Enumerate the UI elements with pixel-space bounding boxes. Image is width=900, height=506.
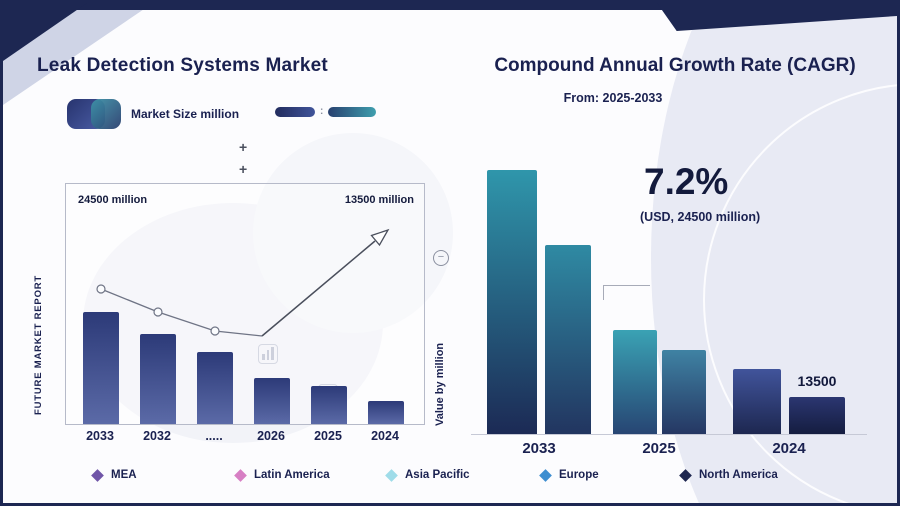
pill-navy [275,106,315,117]
legend-label: Latin America [254,469,330,481]
legend-label: Europe [559,469,599,481]
value-2024-label: 13500 million [344,194,414,206]
left-axis-label: FUTURE MARKET REPORT [33,274,44,415]
legend-diamond-icon [539,468,552,482]
decor-top-strip [3,3,663,10]
legend-diamond-icon [679,468,692,482]
cagr-value: 7.2% [644,161,729,202]
right-baseline [471,434,867,435]
market-size-label: Market Size million [131,107,240,121]
right-x-label: 2025 [642,440,676,457]
right-x-label: 2024 [772,440,806,457]
left-x-label: ..... [205,429,223,443]
right-bars: 2033 2025 13500 2024 [475,163,867,457]
left-bar-2033 [83,312,119,424]
right-chart-subtitle: From: 2025-2033 [563,91,663,105]
left-x-axis: 2033 2032..... 2026 2025 2024 [65,429,423,447]
left-x-label: 2032 [143,429,171,443]
legend-diamond-icon [385,468,398,482]
right-bar-2025 [662,350,706,434]
left-bar-2026 [254,378,290,424]
right-axis-label: Value by million [434,342,446,426]
legend-diamond-icon [91,468,104,482]
market-size-icon-circle [91,99,121,129]
right-bar-2025 [613,330,657,434]
right-bar-2033 [487,170,537,434]
left-bar-..... [197,352,233,424]
decor-left-blob-2 [253,133,453,333]
pill-teal [328,106,377,117]
right-x-label: 2033 [522,440,556,457]
legend-item-north-america: North America [679,468,778,482]
left-bars [66,184,424,424]
market-size-icon [67,97,127,131]
right-bar-value: 13500 [797,373,837,389]
legend-item-mea: MEA [91,468,137,482]
right-chart-title: Compound Annual Growth Rate (CAGR) [494,55,856,76]
value-2033-label: 24500 million [78,194,148,206]
left-bar-2025 [311,386,347,424]
left-x-label: 2025 [314,429,342,443]
legend-item-latin-america: Latin America [234,468,330,482]
left-bar-2032 [140,334,176,424]
legend-item-europe: Europe [539,468,599,482]
left-chart-panel: 24500 million 13500 million [65,183,425,425]
right-bar-2024 [789,397,845,434]
left-x-label: 2033 [86,429,114,443]
trend-arrow [96,228,390,337]
minus-circle-icon: − [433,250,449,266]
cagr-note: (USD, 24500 million) [640,210,761,224]
legend-label: MEA [111,469,137,481]
legend-diamond-icon [234,468,247,482]
pill-separator: : [320,106,324,117]
plus-icon: + [239,161,248,177]
left-chart-title: Leak Detection Systems Market [37,55,328,76]
scale-pills: : [275,106,377,117]
left-bar-2024 [368,401,404,424]
left-x-label: 2024 [371,429,399,443]
right-bar-2033 [545,245,591,434]
right-bar-2024 [733,369,781,434]
legend-label: Asia Pacific [405,469,470,481]
plus-icon: + [239,139,248,155]
watermark-chart-icon [258,344,278,364]
region-legend: MEA Latin America Asia Pacific Europe North … [3,468,897,491]
legend-label: North America [699,469,778,481]
legend-item-asia-pacific: Asia Pacific [385,468,470,482]
decor-bracket [603,285,650,300]
left-x-label: 2026 [257,429,285,443]
